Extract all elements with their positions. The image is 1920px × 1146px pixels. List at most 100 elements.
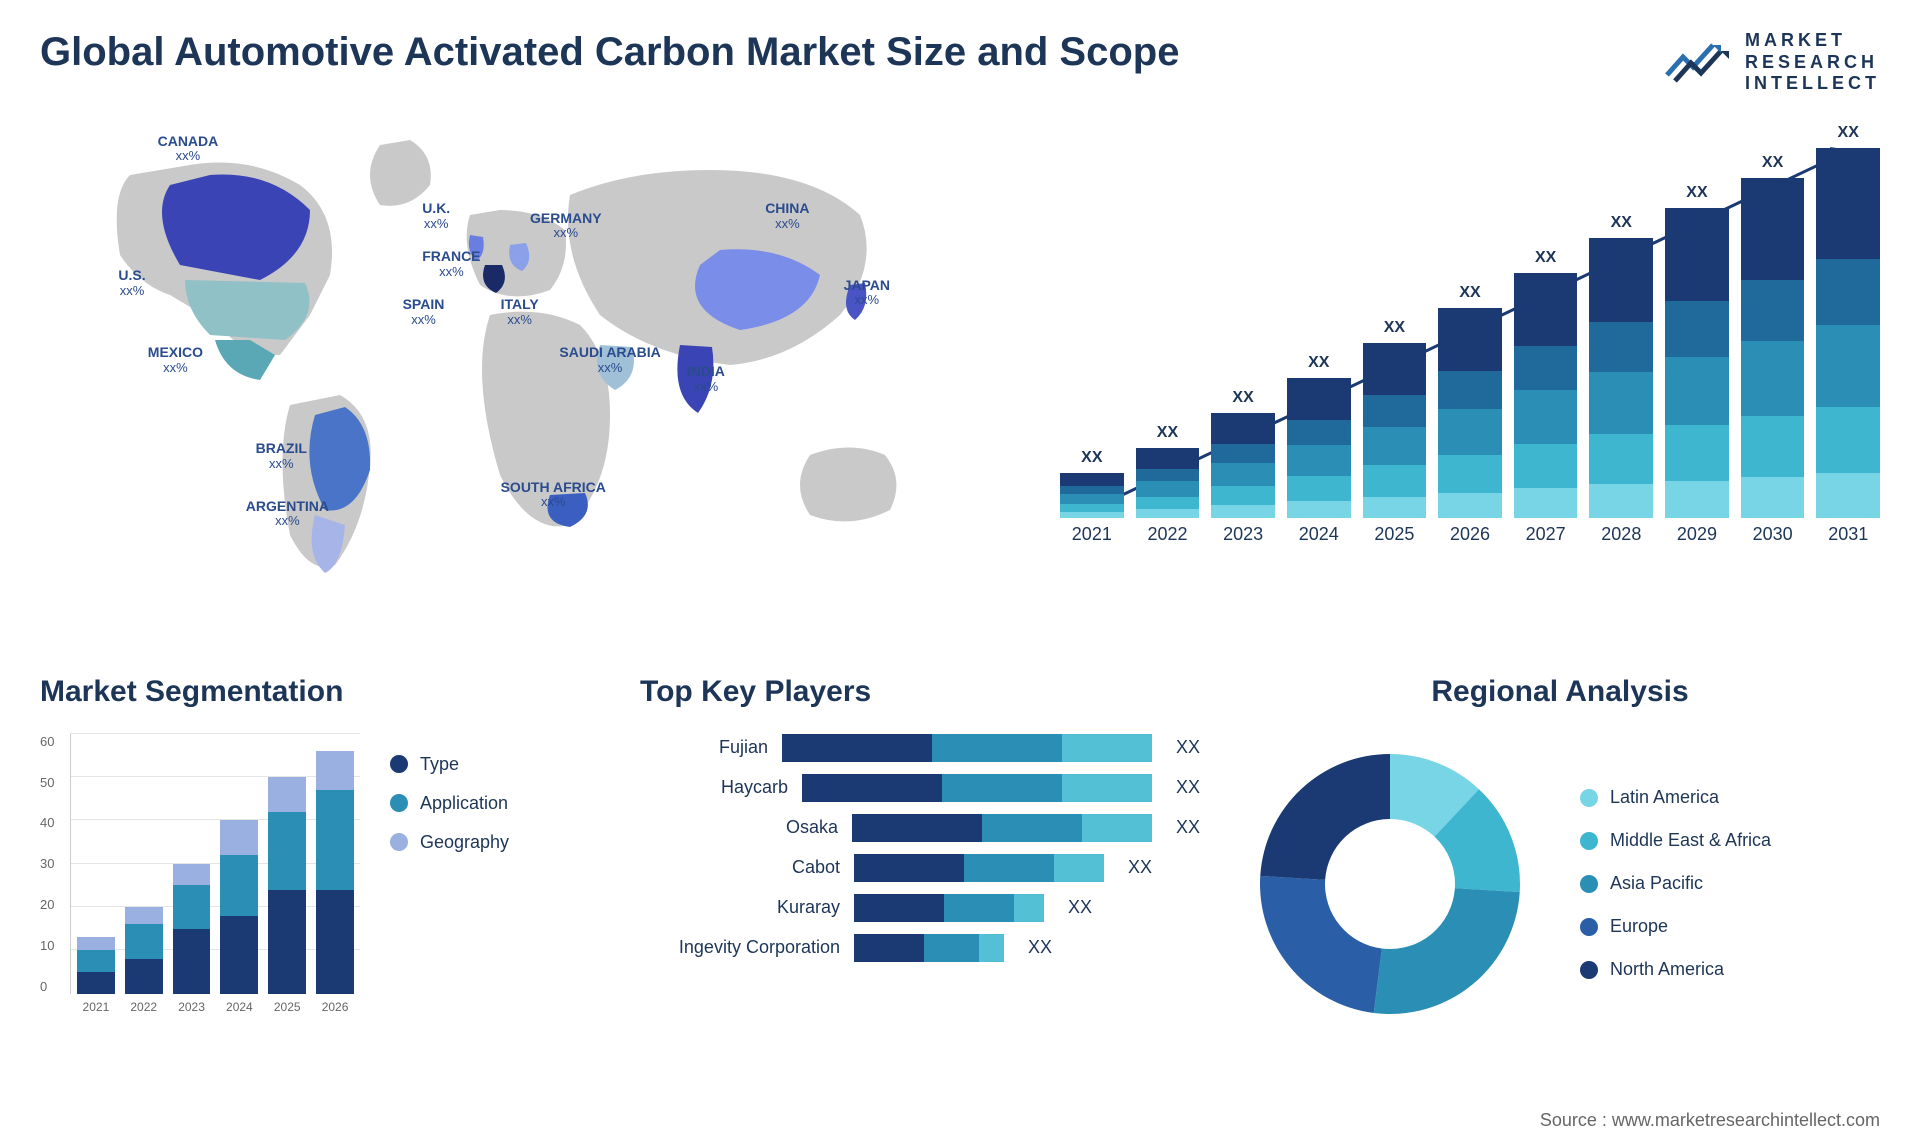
forecast-bar-seg	[1816, 473, 1880, 517]
player-bar-seg	[1014, 894, 1044, 922]
logo-line1: MARKET	[1745, 30, 1880, 52]
forecast-bar-2026: XX2026	[1438, 308, 1502, 545]
forecast-bar-seg	[1060, 494, 1124, 504]
legend-dot	[1580, 789, 1598, 807]
forecast-bar-seg	[1514, 390, 1578, 444]
legend-label: Asia Pacific	[1610, 873, 1703, 894]
seg-bar-seg	[316, 790, 354, 890]
forecast-bar-seg	[1741, 341, 1805, 416]
map-label-germany: GERMANYxx%	[530, 211, 602, 241]
forecast-bar-seg	[1816, 407, 1880, 474]
player-row: HaycarbXX	[640, 774, 1200, 802]
seg-legend-item: Geography	[390, 832, 509, 853]
world-map: CANADAxx%U.S.xx%MEXICOxx%BRAZILxx%ARGENT…	[40, 115, 1020, 595]
seg-bar-seg	[77, 937, 115, 950]
seg-bar-2023: 2023	[173, 734, 211, 994]
player-row: FujianXX	[640, 734, 1200, 762]
seg-bar-seg	[220, 855, 258, 916]
legend-dot	[1580, 918, 1598, 936]
forecast-bar-2030: XX2030	[1741, 178, 1805, 545]
forecast-bar-seg	[1363, 427, 1427, 466]
map-label-spain: SPAINxx%	[403, 297, 445, 327]
forecast-bar-value: XX	[1535, 249, 1556, 267]
legend-dot	[1580, 961, 1598, 979]
seg-bar-year: 2024	[226, 1000, 253, 1014]
region-panel: Regional Analysis Latin AmericaMiddle Ea…	[1240, 675, 1880, 1055]
player-bar	[852, 814, 1152, 842]
region-legend-item: Asia Pacific	[1580, 873, 1771, 894]
forecast-bar-2029: XX2029	[1665, 208, 1729, 545]
player-bar	[854, 854, 1104, 882]
player-bar-seg	[782, 734, 932, 762]
segmentation-title: Market Segmentation	[40, 675, 600, 709]
seg-legend-item: Type	[390, 754, 509, 775]
map-label-saudiarabia: SAUDI ARABIAxx%	[559, 345, 660, 375]
player-bar-seg	[1082, 814, 1152, 842]
seg-bar-year: 2022	[130, 1000, 157, 1014]
forecast-bar-seg	[1363, 343, 1427, 396]
forecast-bar-seg	[1363, 395, 1427, 427]
forecast-bar-seg	[1514, 273, 1578, 347]
forecast-bar-seg	[1211, 413, 1275, 445]
map-label-china: CHINAxx%	[765, 201, 809, 231]
map-label-canada: CANADAxx%	[158, 134, 219, 164]
player-bar-seg	[1054, 854, 1104, 882]
seg-bar-seg	[173, 885, 211, 928]
player-bar-seg	[932, 734, 1062, 762]
legend-label: Geography	[420, 832, 509, 853]
forecast-bar-2031: XX2031	[1816, 148, 1880, 545]
seg-bar-seg	[268, 812, 306, 890]
forecast-bar-seg	[1060, 504, 1124, 512]
seg-bar-seg	[316, 890, 354, 994]
forecast-bar-2025: XX2025	[1363, 343, 1427, 545]
forecast-bar-year: 2031	[1828, 524, 1868, 545]
legend-label: Middle East & Africa	[1610, 830, 1771, 851]
seg-bar-seg	[125, 959, 163, 994]
forecast-bar-seg	[1665, 425, 1729, 481]
forecast-bar-seg	[1136, 509, 1200, 517]
seg-bar-2022: 2022	[125, 734, 163, 994]
forecast-bar-seg	[1589, 434, 1653, 484]
seg-bar-seg	[173, 929, 211, 994]
forecast-bar-value: XX	[1762, 154, 1783, 172]
forecast-bar-year: 2022	[1147, 524, 1187, 545]
legend-dot	[1580, 832, 1598, 850]
forecast-bar-seg	[1287, 445, 1351, 476]
forecast-bar-year: 2029	[1677, 524, 1717, 545]
player-value: XX	[1028, 937, 1052, 958]
donut-slice	[1260, 876, 1382, 1013]
forecast-bar-seg	[1136, 448, 1200, 469]
forecast-bar-value: XX	[1459, 284, 1480, 302]
forecast-bar-seg	[1665, 208, 1729, 301]
seg-legend-item: Application	[390, 793, 509, 814]
player-row: OsakaXX	[640, 814, 1200, 842]
legend-dot	[390, 755, 408, 773]
forecast-bar-year: 2027	[1526, 524, 1566, 545]
forecast-bar-2021: XX2021	[1060, 473, 1124, 545]
player-bar-seg	[854, 894, 944, 922]
map-label-uk: U.K.xx%	[422, 201, 450, 231]
forecast-bar-seg	[1816, 259, 1880, 326]
legend-dot	[1580, 875, 1598, 893]
legend-dot	[390, 833, 408, 851]
forecast-bar-value: XX	[1232, 389, 1253, 407]
region-legend-item: North America	[1580, 959, 1771, 980]
segmentation-chart: 0102030405060 202120222023202420252026	[40, 734, 360, 1014]
seg-bar-year: 2025	[274, 1000, 301, 1014]
player-bar	[854, 934, 1004, 962]
forecast-bar-year: 2024	[1299, 524, 1339, 545]
donut-slice	[1374, 888, 1520, 1014]
forecast-bar-seg	[1816, 148, 1880, 259]
forecast-bar-value: XX	[1384, 319, 1405, 337]
forecast-bar-year: 2026	[1450, 524, 1490, 545]
player-name: Haycarb	[640, 777, 788, 798]
forecast-bar-seg	[1741, 178, 1805, 280]
seg-ytick: 60	[40, 734, 64, 749]
seg-bar-year: 2026	[322, 1000, 349, 1014]
segmentation-legend: Type Application Geography	[390, 734, 509, 1014]
map-label-france: FRANCExx%	[422, 249, 480, 279]
region-legend: Latin AmericaMiddle East & AfricaAsia Pa…	[1580, 787, 1771, 980]
forecast-bar-value: XX	[1611, 214, 1632, 232]
legend-label: Type	[420, 754, 459, 775]
legend-label: North America	[1610, 959, 1724, 980]
